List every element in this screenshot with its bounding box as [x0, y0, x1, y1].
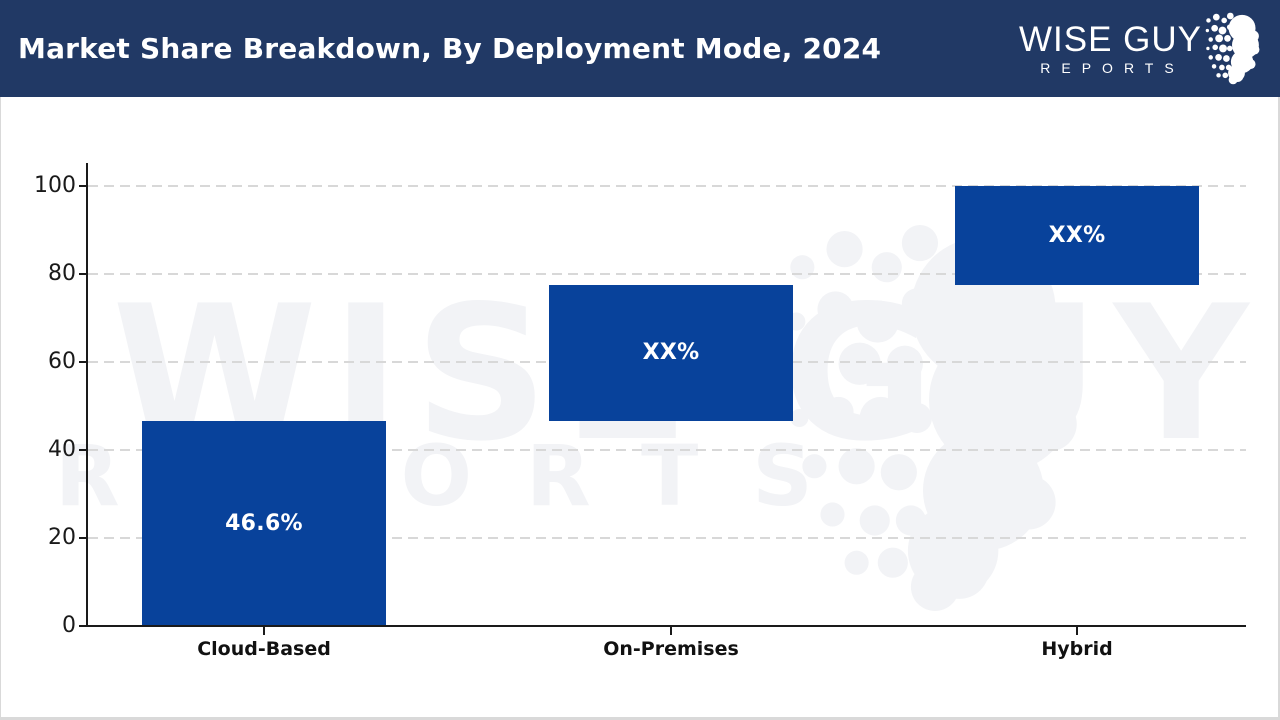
y-axis-line: [86, 163, 88, 626]
logo-text: WISE GUY REPORTS: [1019, 22, 1202, 76]
logo-subtext: REPORTS: [1040, 59, 1185, 76]
y-tick-mark: [79, 449, 87, 451]
y-tick-label: 40: [48, 437, 76, 462]
y-tick-mark: [79, 537, 87, 539]
chart-title: Market Share Breakdown, By Deployment Mo…: [18, 32, 882, 65]
page-border-left: [0, 97, 1, 720]
bar-value-label: XX%: [1048, 223, 1106, 248]
gridline-y20: [88, 537, 1246, 539]
x-tick-mark: [670, 627, 672, 635]
header: Market Share Breakdown, By Deployment Mo…: [0, 0, 1280, 97]
y-tick-mark: [79, 185, 87, 187]
gridline-y80: [88, 273, 1246, 275]
y-tick-label: 0: [62, 613, 76, 638]
bar-segment-hybrid: XX%: [955, 186, 1199, 285]
page-border-bottom: [0, 717, 1280, 720]
logo-wordmark: WISE GUY: [1018, 19, 1202, 59]
x-tick-mark: [1076, 627, 1078, 635]
page-border-right: [1278, 97, 1280, 720]
y-tick-mark: [79, 625, 87, 627]
y-tick-label: 60: [48, 349, 76, 374]
logo-face-icon: [1204, 12, 1260, 86]
bar-value-label: XX%: [642, 340, 700, 366]
gridline-y40: [88, 449, 1246, 451]
y-tick-mark: [79, 273, 87, 275]
y-tick-mark: [79, 361, 87, 363]
wiseguy-logo: WISE GUY REPORTS: [1019, 12, 1280, 86]
bar-value-label: 46.6%: [225, 510, 303, 536]
x-tick-mark: [263, 627, 265, 635]
y-tick-label: 20: [48, 525, 76, 550]
y-tick-label: 80: [48, 261, 76, 286]
x-axis-line: [86, 625, 1246, 627]
category-label-cloud-based: Cloud-Based: [197, 638, 331, 660]
plot-area: WISE GUY REPORTS 46.6%XX%XX% 02040608010…: [0, 97, 1280, 720]
category-label-hybrid: Hybrid: [1041, 638, 1113, 660]
gridline-y100: [88, 185, 1246, 187]
bar-segment-on-premises: XX%: [549, 285, 793, 421]
bar-segment-cloud-based: 46.6%: [142, 420, 386, 626]
category-label-on-premises: On-Premises: [603, 638, 739, 660]
y-tick-label: 100: [34, 173, 76, 198]
